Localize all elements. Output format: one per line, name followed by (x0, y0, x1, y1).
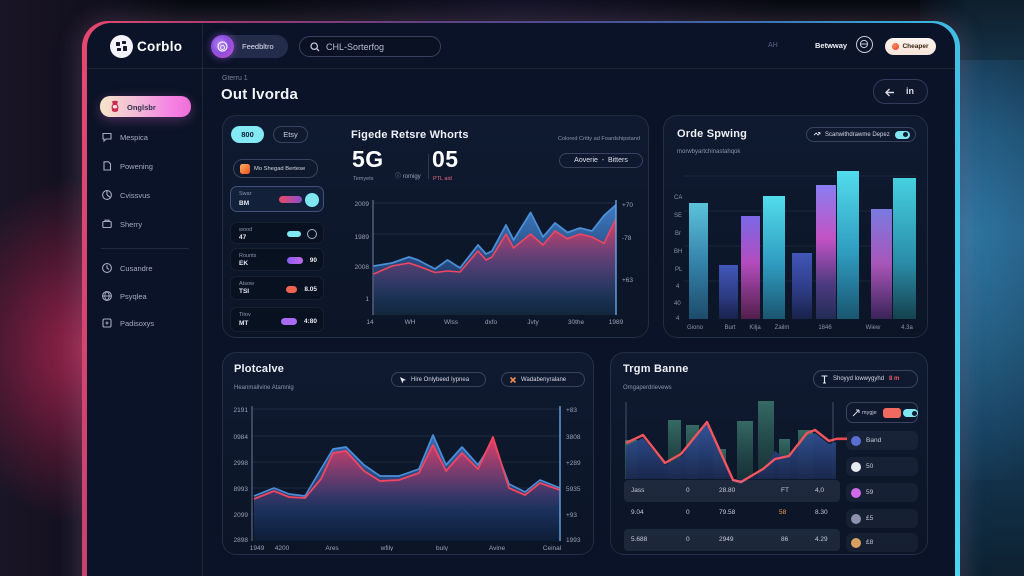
svg-text:Kilja: Kilja (749, 325, 761, 331)
svg-text:40: 40 (674, 301, 681, 307)
svg-text:dxfo: dxfo (485, 319, 498, 326)
svg-text:1989: 1989 (355, 234, 370, 241)
svg-text:Wlss: Wlss (444, 319, 459, 326)
svg-text:2099: 2099 (234, 512, 249, 519)
svg-text:Avine: Avine (489, 545, 506, 551)
svg-text:30the: 30the (568, 319, 585, 326)
svg-text:SE: SE (674, 213, 682, 219)
svg-text:5935: 5935 (566, 486, 581, 493)
svg-text:1993: 1993 (566, 537, 581, 544)
svg-text:8993: 8993 (234, 486, 249, 493)
svg-text:4: 4 (676, 284, 680, 290)
svg-text:Jvty: Jvty (527, 319, 539, 326)
svg-text:4.3a: 4.3a (901, 325, 913, 331)
svg-text:2009: 2009 (355, 201, 370, 208)
svg-text:4200: 4200 (275, 545, 290, 551)
svg-text:1949: 1949 (250, 545, 265, 551)
svg-text:4: 4 (676, 316, 680, 322)
svg-text:2998: 2998 (234, 460, 249, 467)
svg-text:Ceinal: Ceinal (543, 545, 562, 551)
svg-text:+83: +83 (566, 407, 577, 414)
svg-text:1989: 1989 (609, 319, 624, 326)
svg-text:Giono: Giono (687, 325, 704, 331)
svg-text:2191: 2191 (234, 407, 249, 414)
svg-text:+63: +63 (622, 277, 633, 284)
svg-text:PL: PL (675, 267, 683, 273)
svg-text:Br: Br (675, 231, 681, 237)
svg-text:WH: WH (405, 319, 416, 326)
svg-text:0984: 0984 (234, 434, 249, 441)
svg-text:Ares: Ares (325, 545, 339, 551)
svg-text:buly: buly (436, 545, 449, 551)
svg-text:-78: -78 (622, 235, 632, 242)
svg-text:Burt: Burt (724, 325, 735, 331)
svg-text:1: 1 (365, 296, 369, 303)
svg-text:+289: +289 (566, 460, 581, 467)
svg-text:1846: 1846 (818, 325, 832, 331)
svg-text:14: 14 (366, 319, 374, 326)
svg-text:+70: +70 (622, 202, 633, 209)
svg-text:BH: BH (674, 249, 682, 255)
svg-text:+93: +93 (566, 512, 577, 519)
svg-text:CA: CA (674, 195, 682, 201)
svg-text:2898: 2898 (234, 537, 249, 544)
svg-text:3808: 3808 (566, 434, 581, 441)
svg-text:wfily: wfily (380, 545, 394, 551)
svg-text:2008: 2008 (355, 264, 370, 271)
svg-text:Wiew: Wiew (866, 325, 881, 331)
svg-text:Zailm: Zailm (775, 325, 790, 331)
